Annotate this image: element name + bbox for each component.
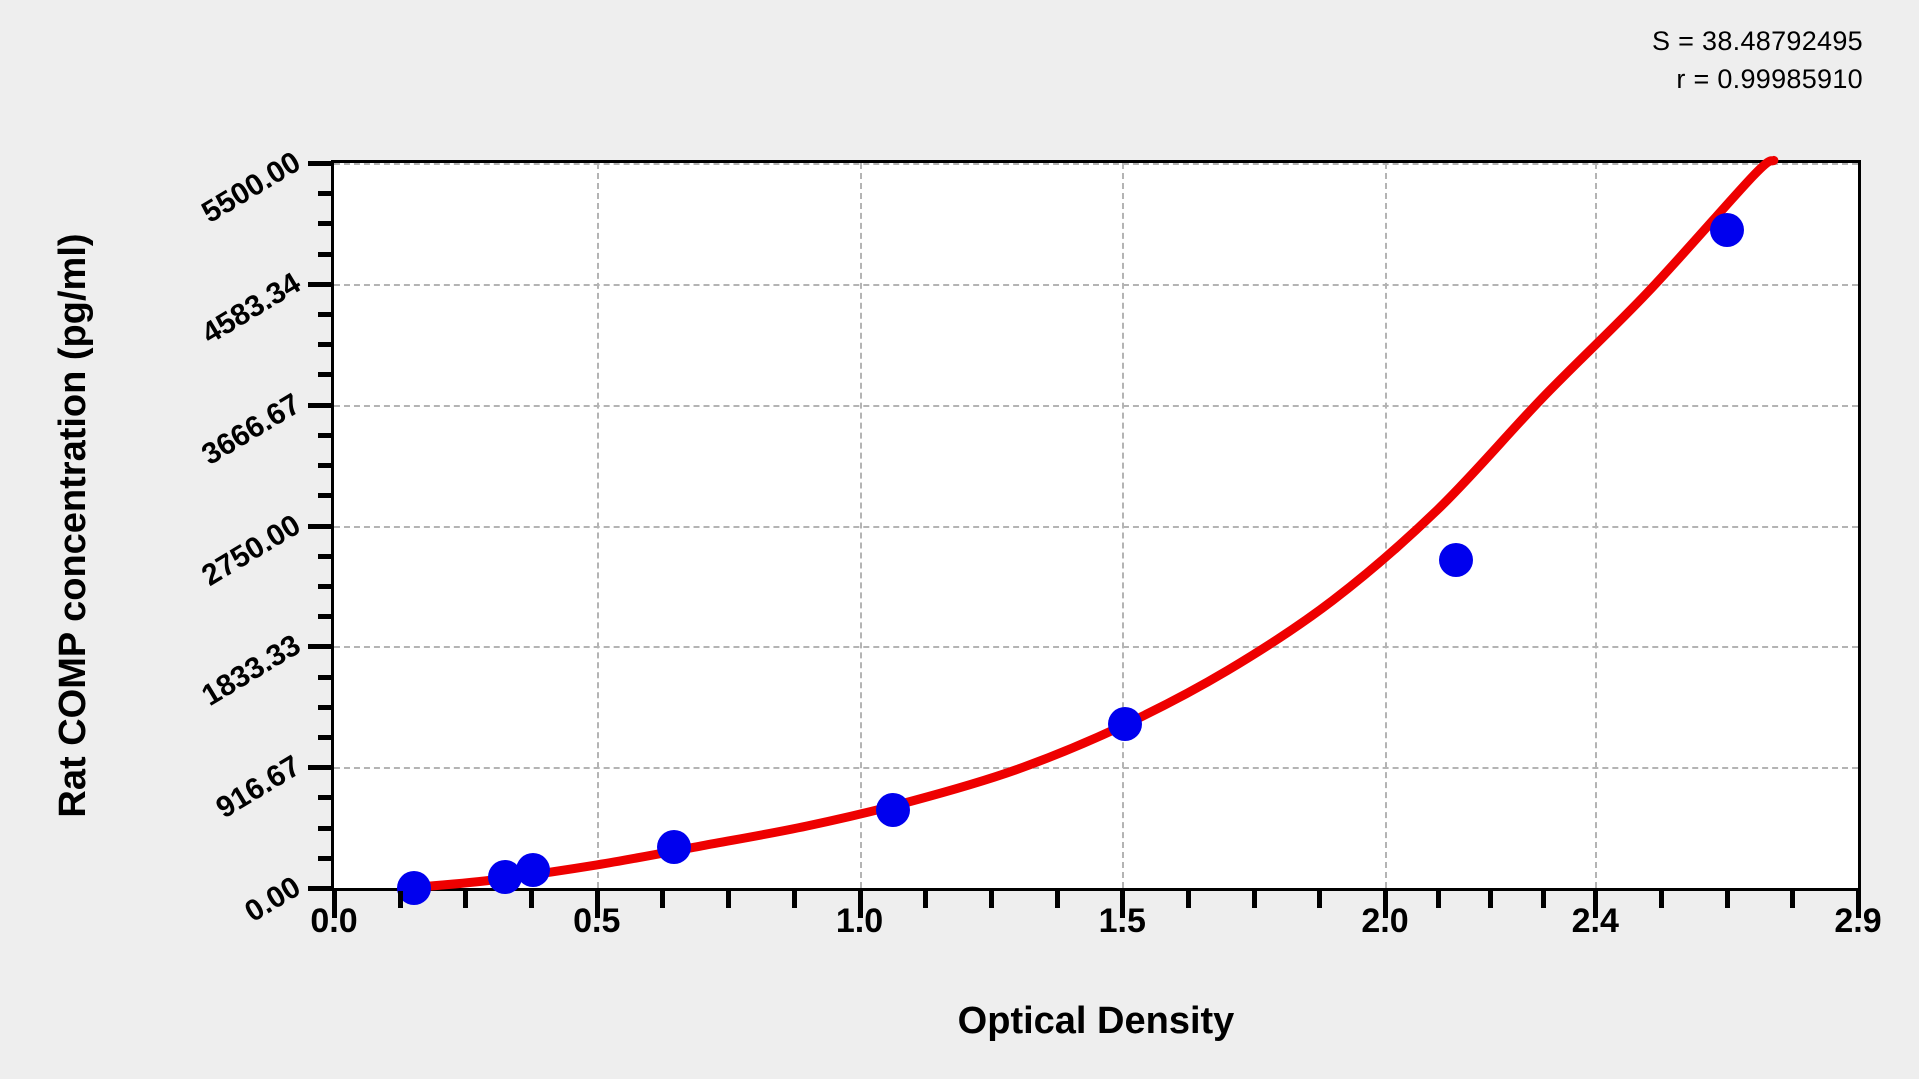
y-tick-minor [318, 221, 334, 227]
x-tick-major [1120, 891, 1126, 918]
axis-top-spine [331, 160, 1861, 165]
x-tick-minor [1317, 891, 1323, 908]
x-tick-minor [529, 891, 535, 908]
x-tick-minor [463, 891, 469, 908]
y-tick-minor [318, 583, 334, 589]
y-tick-major [308, 402, 334, 408]
y-tick-minor [318, 734, 334, 740]
y-tick-minor [318, 191, 334, 197]
axis-bottom-spine [331, 885, 1861, 891]
data-point [876, 793, 911, 828]
gridline-horizontal [334, 163, 1858, 165]
x-tick-minor [1435, 891, 1441, 908]
y-tick-major [308, 281, 334, 287]
x-tick-label: 0.5 [573, 902, 621, 940]
data-point [1438, 543, 1473, 578]
x-tick-label: 2.4 [1571, 902, 1619, 940]
gridline-horizontal [334, 646, 1858, 649]
y-tick-minor [318, 704, 334, 710]
gridline-vertical [1595, 163, 1598, 888]
x-tick-minor [1790, 891, 1796, 908]
stat-s-value: S = 38.48792495 [1652, 26, 1863, 56]
x-tick-minor [726, 891, 732, 908]
y-tick-major [308, 523, 334, 529]
y-tick-minor [318, 432, 334, 438]
x-tick-major [1383, 891, 1389, 918]
x-tick-minor [1488, 891, 1494, 908]
x-tick-minor [1724, 891, 1730, 908]
x-tick-minor [923, 891, 929, 908]
gridline-vertical [859, 163, 862, 888]
y-tick-minor [318, 312, 334, 318]
x-tick-minor [791, 891, 797, 908]
data-point [657, 830, 691, 864]
y-tick-minor [318, 795, 334, 801]
y-tick-minor [318, 825, 334, 831]
plot-area [334, 155, 1858, 905]
gridline-horizontal [334, 525, 1858, 528]
x-axis-title: Optical Density [957, 1000, 1235, 1042]
y-tick-major [308, 161, 334, 166]
x-tick-major [594, 891, 600, 918]
gridline-horizontal [334, 767, 1858, 770]
gridline-vertical [1122, 163, 1125, 888]
y-tick-minor [318, 463, 334, 469]
fit-curve-path [403, 155, 1779, 893]
x-tick-major [857, 891, 863, 918]
x-tick-major [1593, 891, 1599, 918]
y-tick-minor [318, 674, 334, 680]
data-point [1107, 707, 1142, 742]
gridline-horizontal [334, 404, 1858, 407]
y-tick-minor [318, 855, 334, 861]
x-tick-minor [988, 891, 994, 908]
y-tick-major [308, 765, 334, 771]
y-axis-title: Rat COMP concentration (pg/ml) [51, 233, 94, 818]
x-tick-minor [1185, 891, 1191, 908]
x-tick-label: 1.5 [1098, 902, 1146, 940]
x-tick-minor [397, 891, 403, 908]
y-tick-minor [318, 553, 334, 559]
x-tick-major [332, 891, 337, 918]
y-tick-minor [318, 372, 334, 378]
x-tick-minor [1251, 891, 1257, 908]
gridline-vertical [596, 163, 599, 888]
axis-right-spine [1855, 160, 1861, 891]
fit-curve [403, 155, 1779, 893]
x-tick-major [1856, 891, 1861, 918]
x-tick-label: 2.9 [1834, 902, 1882, 940]
x-tick-minor [1658, 891, 1664, 908]
stat-r-value: r = 0.99985910 [1676, 64, 1863, 95]
gridline-vertical [1385, 163, 1388, 888]
x-tick-label: 1.0 [835, 902, 884, 940]
data-point [516, 853, 551, 888]
x-tick-label: 2.0 [1361, 902, 1409, 940]
y-tick-major [308, 886, 334, 891]
y-tick-minor [318, 251, 334, 257]
statistics-annotation: S = 38.48792495 r = 0.99985910 [1652, 22, 1863, 99]
y-tick-minor [318, 614, 334, 620]
data-point [487, 860, 522, 895]
y-tick-major [308, 644, 334, 650]
data-point [1710, 213, 1745, 248]
y-tick-minor [318, 493, 334, 499]
x-tick-minor [1054, 891, 1060, 908]
y-tick-minor [318, 342, 334, 348]
x-tick-minor [1540, 891, 1546, 908]
x-tick-minor [660, 891, 666, 908]
gridline-horizontal [334, 283, 1858, 286]
x-tick-label: 0.0 [310, 902, 358, 940]
